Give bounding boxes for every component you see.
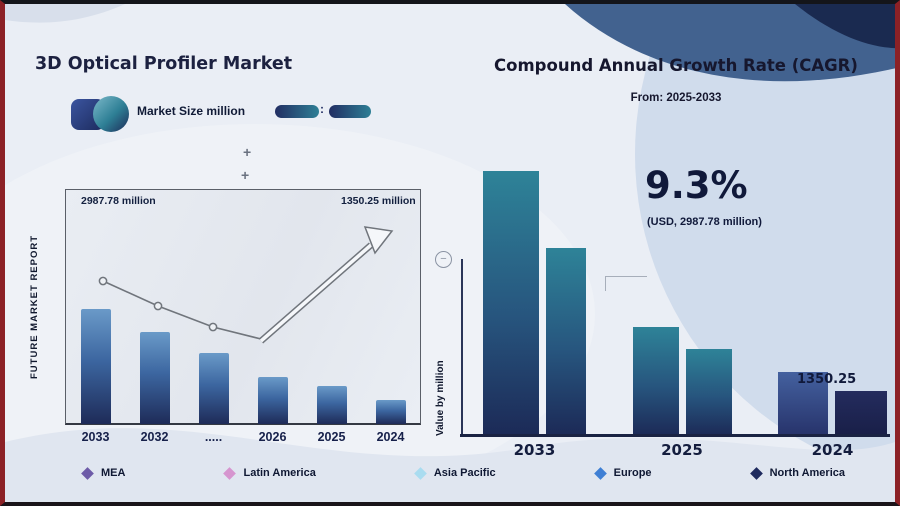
left-x-label: 2025	[317, 430, 346, 444]
legend-item: Latin America	[223, 466, 316, 480]
decorative-pill-1	[275, 105, 319, 118]
right-chart-title: Compound Annual Growth Rate (CAGR)	[494, 56, 858, 75]
right-bar-2025-0	[632, 327, 679, 435]
series-label: Market Size million	[137, 104, 246, 118]
right-bar-group-2033	[483, 171, 586, 435]
right-bar-2033-1	[546, 248, 586, 435]
left-x-label: 2032	[140, 430, 169, 444]
right-chart-subtitle: From: 2025-2033	[630, 92, 722, 104]
legend-item: MEA	[81, 466, 126, 480]
watermark-vertical-text: FUTURE MARKET REPORT	[29, 234, 40, 380]
right-bars	[483, 171, 887, 435]
trend-line-arrow-icon	[98, 226, 394, 344]
legend-diamond-icon	[81, 466, 94, 480]
market-size-legend-icon	[71, 96, 129, 132]
legend-label: North America	[769, 467, 845, 479]
legend-item: North America	[749, 466, 845, 480]
right-y-axis-line	[461, 259, 463, 435]
plus-icon: +	[241, 167, 250, 183]
left-chart-title: 3D Optical Profiler Market	[35, 54, 293, 74]
legend-item: Asia Pacific	[413, 466, 496, 480]
right-bar-2025-1	[685, 349, 732, 435]
right-bar-2033-0	[483, 171, 539, 435]
bottom-legend: MEA Latin America Asia Pacific Europe North …	[81, 466, 845, 480]
legend-diamond-icon	[223, 466, 237, 480]
legend-diamond-icon	[413, 466, 427, 480]
legend-item: Europe	[593, 466, 652, 480]
right-x-labels: 2033 2025 2024	[483, 441, 887, 459]
left-x-label: 2026	[258, 430, 287, 444]
left-x-label: .....	[204, 430, 223, 444]
right-x-axis-line	[460, 434, 890, 437]
right-bar-2024-1	[835, 391, 887, 435]
right-x-label: 2025	[661, 441, 703, 459]
decorative-colon: :	[320, 102, 324, 116]
legend-diamond-icon	[749, 466, 763, 480]
right-y-axis-label: Value by million	[435, 360, 446, 436]
legend-label: Asia Pacific	[433, 467, 496, 479]
right-bar-value-label: 1350.25	[797, 372, 857, 387]
decorative-pill-2	[329, 105, 371, 118]
left-x-label: 2024	[376, 430, 405, 444]
right-bar-group-2025	[632, 327, 732, 435]
left-x-label: 2033	[81, 430, 110, 444]
legend-label: Latin America	[243, 467, 316, 479]
legend-icon-teal-shape	[93, 96, 129, 132]
plus-icon: +	[243, 144, 252, 160]
legend-diamond-icon	[593, 466, 607, 480]
right-x-label: 2024	[811, 441, 854, 459]
legend-label: Europe	[613, 467, 652, 479]
left-x-labels: 2033 2032..... 2026 2025 2024	[66, 430, 420, 444]
right-x-label: 2033	[513, 441, 556, 459]
legend-label: MEA	[101, 467, 126, 479]
